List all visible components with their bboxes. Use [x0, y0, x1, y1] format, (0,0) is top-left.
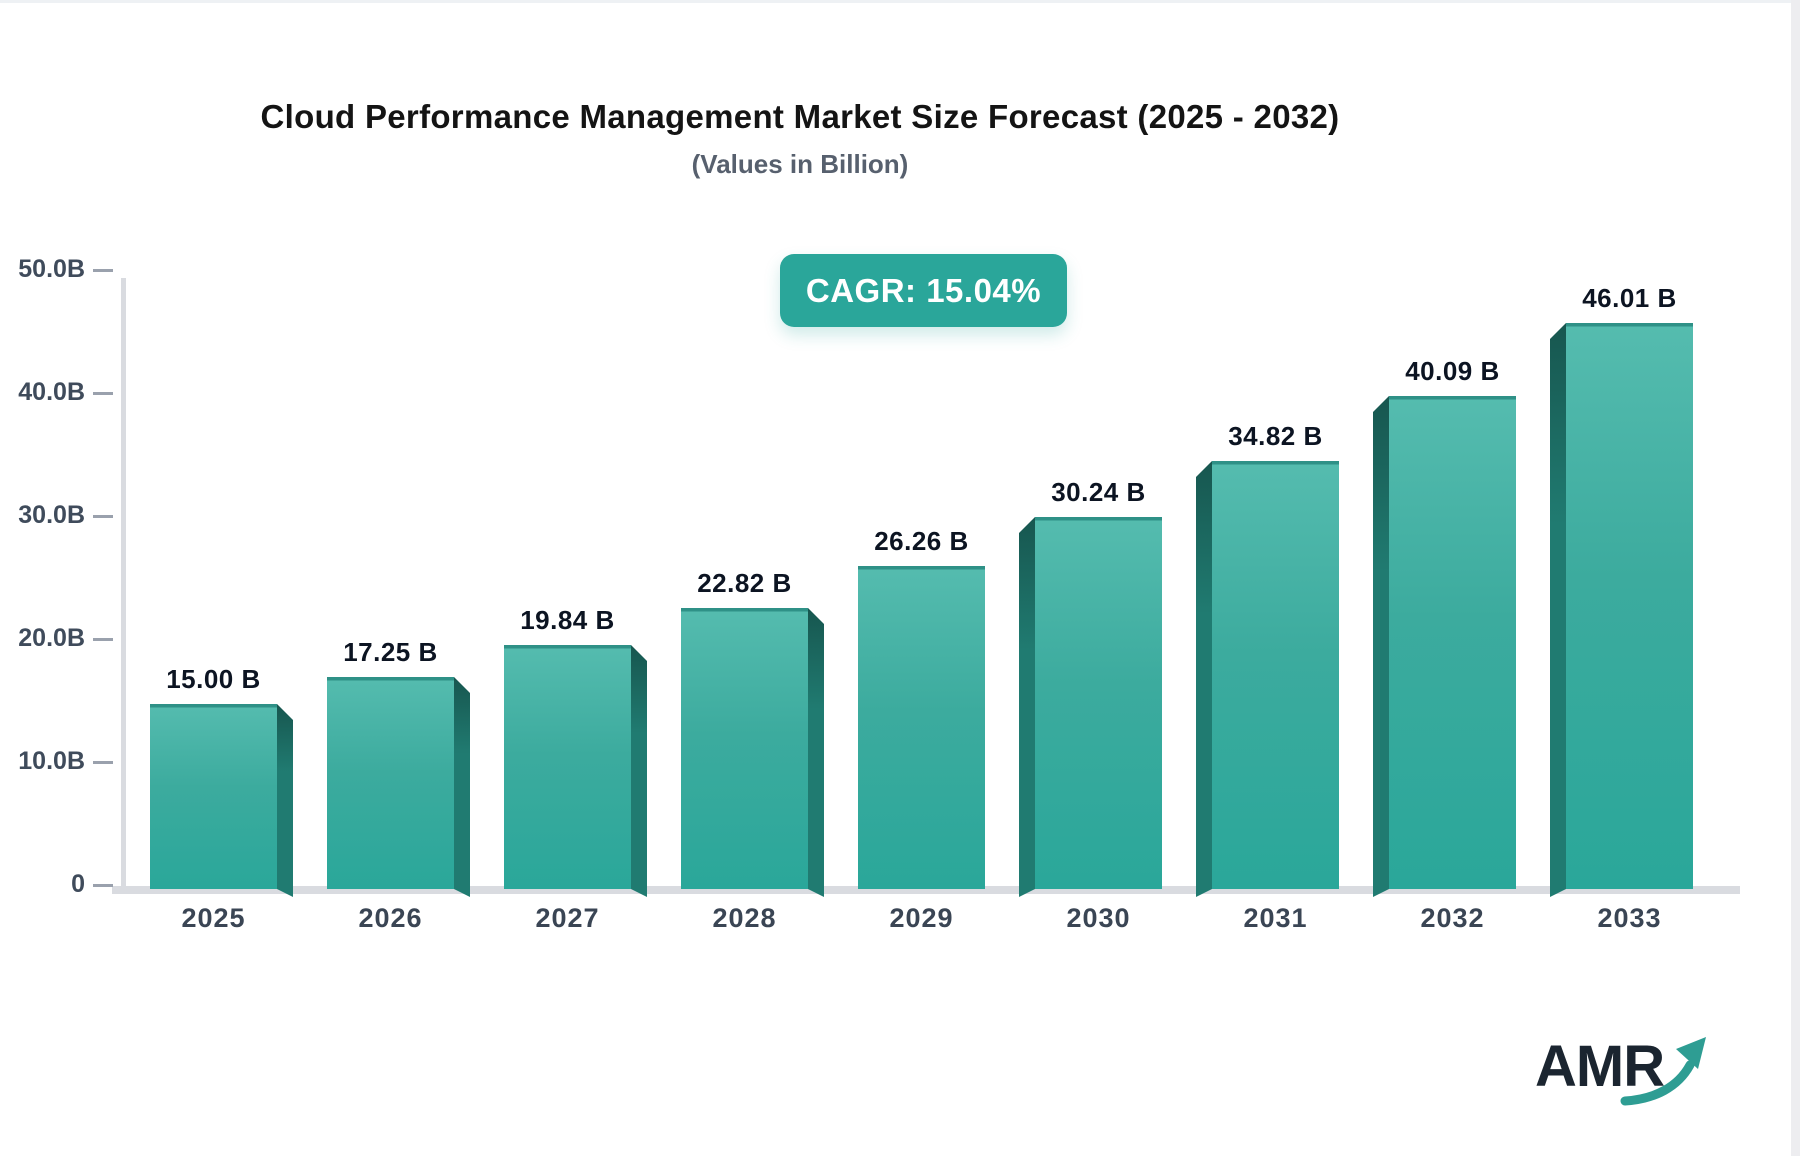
amr-logo-text: AMR [1535, 1034, 1665, 1099]
bar-2027 [504, 645, 647, 897]
x-axis-label: 2026 [358, 903, 423, 933]
page-right-border [1791, 0, 1800, 1156]
y-axis-tick [93, 884, 113, 887]
x-axis-label: 2025 [181, 903, 246, 933]
chart-subtitle: (Values in Billion) [691, 149, 909, 179]
y-axis-tick [93, 638, 113, 641]
y-axis-label: 30.0B [18, 501, 85, 529]
y-axis-label: 20.0B [18, 624, 85, 652]
y-axis-label: 50.0B [18, 255, 85, 283]
bar-value-label: 40.09 B [1405, 356, 1500, 386]
y-axis-line [121, 278, 126, 894]
bar-2029 [858, 566, 985, 889]
bar-2026 [327, 677, 470, 897]
cagr-badge: CAGR: 15.04% [780, 254, 1067, 327]
y-axis-tick [93, 269, 113, 272]
bar-2030 [1019, 517, 1162, 897]
x-axis-label: 2033 [1597, 903, 1662, 933]
bar-value-label: 22.82 B [697, 568, 792, 598]
bar-value-label: 15.00 B [166, 664, 261, 694]
x-axis-label: 2028 [712, 903, 777, 933]
y-axis-label: 0 [71, 870, 85, 898]
y-axis-tick [93, 515, 113, 518]
bar-value-label: 30.24 B [1051, 477, 1146, 507]
y-axis-label: 40.0B [18, 378, 85, 406]
x-axis-label: 2027 [535, 903, 600, 933]
page-top-border [0, 0, 1800, 3]
y-axis-label: 10.0B [18, 747, 85, 775]
x-axis-label: 2031 [1243, 903, 1308, 933]
x-axis-label: 2032 [1420, 903, 1485, 933]
bar-2033 [1550, 323, 1693, 897]
chart-title: Cloud Performance Management Market Size… [260, 98, 1340, 135]
bar-value-label: 19.84 B [520, 605, 615, 635]
bar-2025 [150, 704, 293, 897]
bar-2028 [681, 608, 824, 897]
x-axis-line [112, 886, 1740, 894]
bar-2031 [1196, 461, 1339, 897]
y-axis-tick [93, 392, 113, 395]
bar-value-label: 26.26 B [874, 526, 969, 556]
growth-arrow-icon [1620, 1037, 1706, 1106]
amr-logo: AMR [1530, 1025, 1730, 1125]
bar-value-label: 17.25 B [343, 637, 438, 667]
y-axis-tick [93, 761, 113, 764]
bar-value-label: 34.82 B [1228, 421, 1323, 451]
x-axis-label: 2029 [889, 903, 954, 933]
bar-value-label: 46.01 B [1582, 283, 1677, 313]
x-axis-label: 2030 [1066, 903, 1131, 933]
bar-2032 [1373, 396, 1516, 897]
